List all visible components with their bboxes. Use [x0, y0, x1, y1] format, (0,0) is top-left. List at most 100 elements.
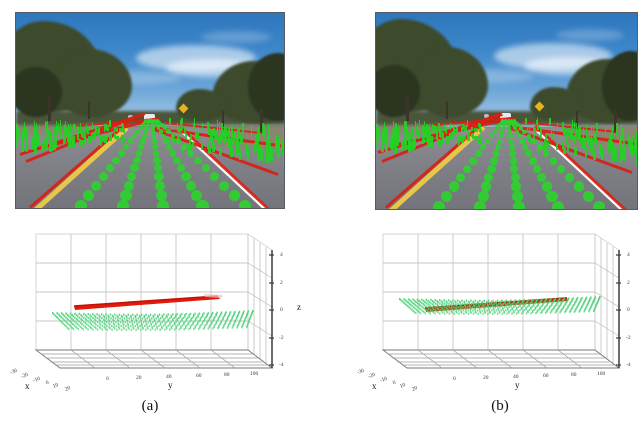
vegetation-point — [449, 123, 452, 130]
road-point — [123, 143, 130, 150]
cloud — [556, 29, 624, 41]
vegetation-point — [473, 127, 476, 133]
vegetation-point — [107, 125, 110, 131]
vegetation-point — [583, 138, 586, 148]
vegetation-point — [537, 124, 539, 131]
tree-trunk — [222, 111, 224, 127]
vegetation-point — [440, 130, 443, 139]
road-point — [484, 172, 494, 182]
vegetation-point — [222, 131, 224, 141]
tree-trunk — [446, 101, 448, 119]
road-point — [116, 199, 130, 208]
vegetation-point — [532, 123, 535, 129]
road-point — [498, 133, 504, 139]
road-point — [127, 172, 137, 182]
vegetation-point — [397, 125, 400, 137]
vegetation-point — [98, 127, 101, 134]
vegetation-point — [76, 126, 79, 135]
vegetation-point — [21, 139, 24, 152]
vegetation-point — [46, 121, 49, 132]
vegetation-point — [120, 138, 124, 143]
vegetation-point — [116, 135, 120, 141]
road-point — [91, 180, 102, 191]
z-tick-m2: -2 — [279, 335, 284, 341]
vegetation-point — [22, 128, 24, 142]
vegetation-point — [228, 128, 230, 138]
vegetation-point — [238, 128, 240, 139]
road-point — [98, 172, 108, 182]
vegetation-point — [100, 136, 103, 143]
road-point — [132, 133, 137, 139]
road-point — [500, 129, 505, 134]
vegetation-point — [582, 136, 585, 147]
vegetation-point — [429, 131, 432, 141]
vegetation-point — [235, 141, 238, 152]
ground-point-cloud-a — [52, 310, 254, 331]
road-point — [503, 121, 507, 125]
vegetation-point — [45, 122, 47, 133]
road-point — [143, 129, 148, 134]
road-point — [514, 121, 518, 125]
vegetation-point — [467, 136, 470, 142]
vegetation-point — [80, 140, 84, 148]
vegetation-point — [65, 126, 68, 136]
vegetation-point — [547, 141, 550, 148]
vegetation-point — [180, 119, 182, 125]
vegetation-point — [35, 128, 38, 140]
road-point — [160, 123, 164, 127]
road-point — [74, 199, 87, 208]
vegetation-point — [457, 134, 460, 141]
road-point — [537, 172, 547, 182]
road-point — [186, 180, 197, 191]
vegetation-point — [219, 121, 221, 131]
vegetation-point — [96, 128, 99, 136]
road-point — [541, 181, 552, 192]
vegetation-point — [282, 145, 284, 160]
vegetation-point — [283, 136, 284, 151]
road-point — [120, 189, 132, 202]
vegetation-point — [428, 123, 431, 133]
x-tick-20: 20 — [411, 385, 419, 393]
vegetation-point — [408, 134, 411, 145]
vegetation-point — [412, 127, 414, 138]
vegetation-point — [83, 136, 87, 144]
vegetation-point — [567, 143, 570, 152]
vegetation-point — [33, 132, 36, 144]
road-point — [525, 150, 533, 157]
vegetation-point — [478, 127, 481, 132]
grid-floor — [34, 349, 274, 369]
vegetation-point — [195, 133, 198, 141]
vegetation-point — [393, 121, 395, 133]
road-point — [519, 138, 525, 144]
vegetation-point — [479, 125, 482, 130]
road-point — [592, 200, 606, 209]
vegetation-point — [256, 140, 260, 153]
road-point — [150, 125, 155, 130]
vegetation-point — [563, 146, 566, 155]
vegetation-point — [78, 138, 82, 147]
vegetation-point — [595, 135, 598, 147]
vegetation-point — [568, 128, 570, 137]
vegetation-point — [275, 140, 278, 154]
vegetation-point — [109, 136, 112, 142]
vegetation-point — [449, 132, 452, 140]
vegetation-point — [428, 138, 431, 148]
vegetation-point — [466, 121, 469, 127]
z-tick-0: 0 — [627, 307, 630, 313]
vegetation-point — [604, 125, 607, 137]
road-point — [499, 121, 503, 125]
road-point — [138, 143, 145, 150]
vegetation-point — [590, 146, 593, 157]
lane-boundary-a — [73, 294, 222, 310]
vegetation-point — [478, 123, 481, 128]
vegetation-point — [121, 123, 123, 128]
road-point — [170, 133, 176, 139]
vegetation-point — [415, 125, 417, 136]
vegetation-point — [184, 127, 187, 133]
z-axis-label: z — [297, 302, 301, 312]
vegetation-point — [99, 139, 103, 146]
vegetation-point — [221, 123, 223, 132]
vegetation-point — [619, 138, 622, 152]
vegetation-point — [181, 147, 185, 153]
road-point — [432, 200, 446, 209]
